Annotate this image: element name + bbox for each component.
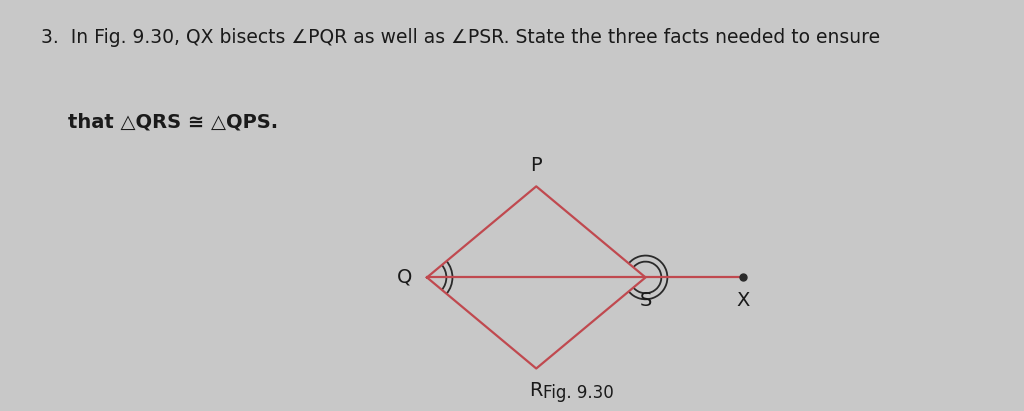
Text: R: R: [529, 381, 543, 399]
Text: 3.  In Fig. 9.30, QX bisects ∠PQR as well as ∠PSR. State the three facts needed : 3. In Fig. 9.30, QX bisects ∠PQR as well…: [41, 28, 880, 47]
Text: that △QRS ≅ △QPS.: that △QRS ≅ △QPS.: [41, 113, 279, 132]
Text: Q: Q: [396, 268, 412, 287]
Text: Fig. 9.30: Fig. 9.30: [544, 384, 614, 402]
Text: P: P: [530, 157, 542, 175]
Text: S: S: [639, 291, 651, 310]
Text: X: X: [736, 291, 750, 310]
